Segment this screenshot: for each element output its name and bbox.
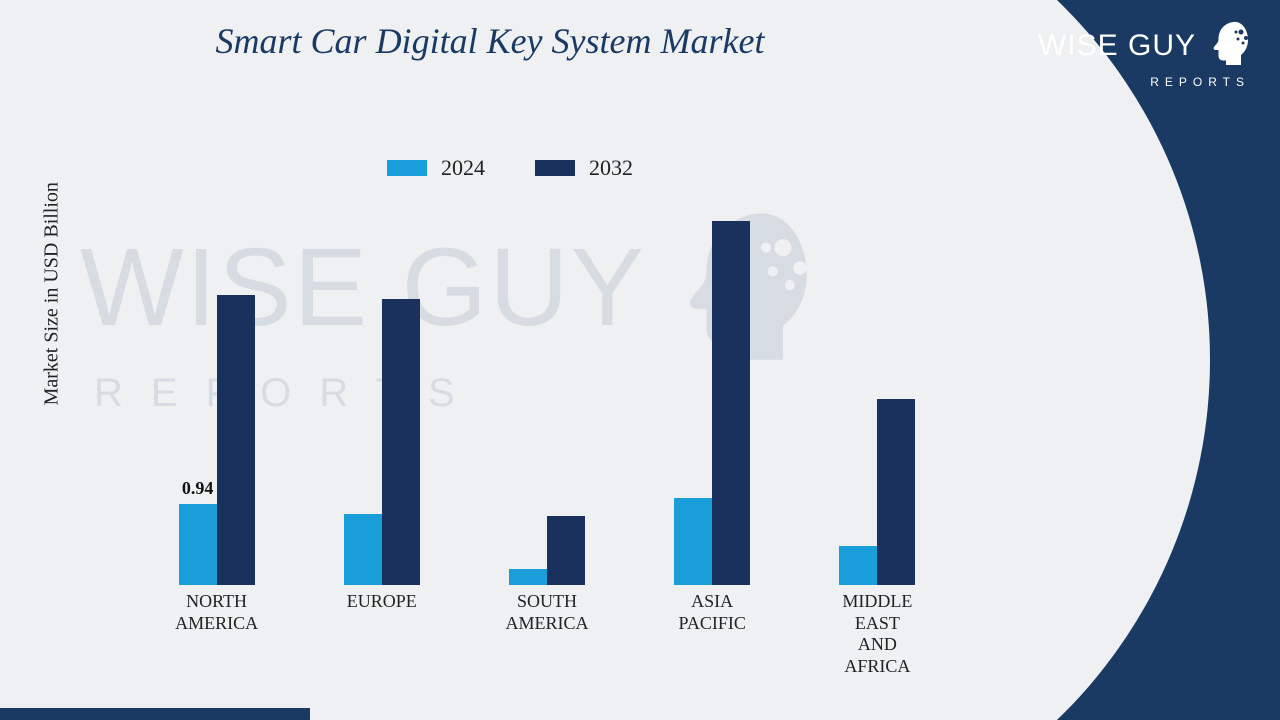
head-icon — [1206, 18, 1256, 73]
bar-value-label: 0.94 — [182, 478, 214, 499]
bar-group: SOUTHAMERICA — [467, 195, 627, 585]
bar-group: ASIAPACIFIC — [632, 195, 792, 585]
bar-pair — [839, 195, 915, 585]
legend-item-2032: 2032 — [535, 155, 633, 181]
bar-2032 — [712, 221, 750, 585]
bar-2032 — [877, 399, 915, 585]
footer-accent-bar — [0, 708, 310, 720]
chart-title: Smart Car Digital Key System Market — [60, 20, 920, 62]
brand-logo: WISE GUY REPORTS — [1038, 18, 1256, 89]
legend-item-2024: 2024 — [387, 155, 485, 181]
category-label: EUROPE — [302, 591, 462, 613]
category-label: SOUTHAMERICA — [467, 591, 627, 634]
bar-2032 — [382, 299, 420, 585]
y-axis-label: Market Size in USD Billion — [41, 182, 64, 405]
bar-2024 — [839, 546, 877, 585]
brand-sub: REPORTS — [1038, 75, 1250, 89]
category-label: NORTHAMERICA — [137, 591, 297, 634]
bar-2024 — [509, 569, 547, 585]
category-label: ASIAPACIFIC — [632, 591, 792, 634]
bar-2024 — [674, 498, 712, 585]
bar-pair — [674, 195, 750, 585]
chart-canvas: WISE GUY REPORTS WISE GUY REPORTS Smart … — [0, 0, 1280, 720]
legend-label-2032: 2032 — [589, 155, 633, 181]
bar-2024: 0.94 — [179, 504, 217, 585]
chart-area: Market Size in USD Billion 2024 2032 0.9… — [60, 155, 960, 665]
bar-group: EUROPE — [302, 195, 462, 585]
bar-2032 — [547, 516, 585, 585]
legend-swatch-2032 — [535, 160, 575, 176]
bar-pair — [509, 195, 585, 585]
plot-region: 0.94NORTHAMERICAEUROPESOUTHAMERICAASIAPA… — [134, 195, 960, 585]
legend: 2024 2032 — [387, 155, 633, 181]
legend-label-2024: 2024 — [441, 155, 485, 181]
legend-swatch-2024 — [387, 160, 427, 176]
category-label: MIDDLEEASTANDAFRICA — [797, 591, 957, 677]
bar-pair — [344, 195, 420, 585]
bar-2032 — [217, 295, 255, 585]
bar-pair: 0.94 — [179, 195, 255, 585]
sidebar-panel — [960, 0, 1280, 720]
bar-2024 — [344, 514, 382, 585]
brand-name: WISE GUY — [1038, 29, 1196, 63]
bar-group: MIDDLEEASTANDAFRICA — [797, 195, 957, 585]
bar-group: 0.94NORTHAMERICA — [137, 195, 297, 585]
